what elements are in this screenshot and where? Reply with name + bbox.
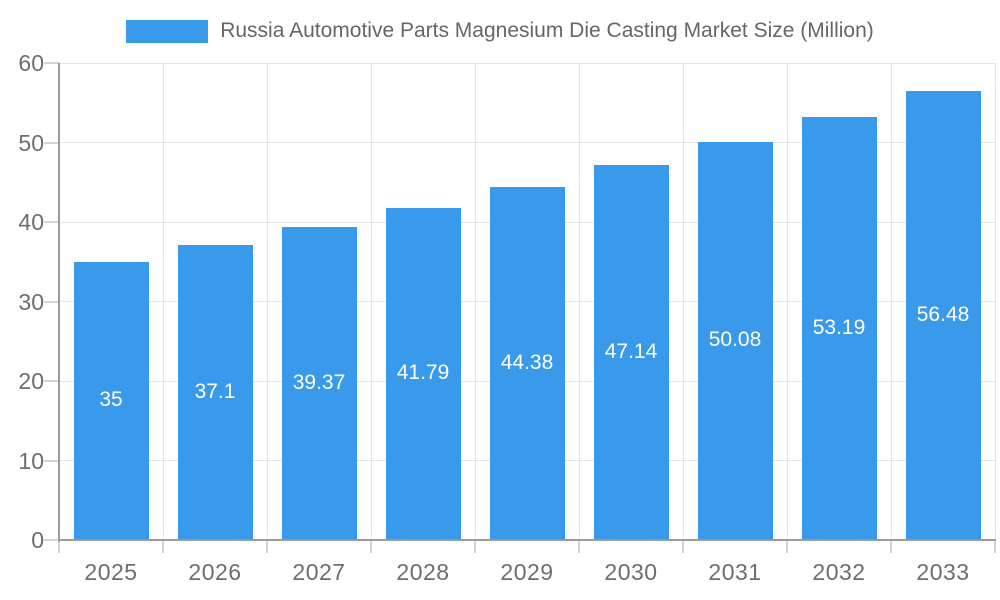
v-gridline	[370, 63, 372, 540]
y-axis-tick	[44, 141, 59, 144]
v-gridline	[474, 63, 476, 540]
bar-value-label: 50.08	[708, 328, 762, 352]
bar-value-label: 37.1	[194, 380, 236, 404]
legend-swatch	[126, 19, 209, 43]
y-tick-label: 40	[18, 209, 44, 235]
x-axis-tick	[682, 540, 684, 553]
x-tick-label: 2028	[396, 559, 450, 585]
bar-value-label: 41.79	[396, 361, 450, 385]
y-tick-label: 60	[18, 50, 44, 76]
y-tick-label: 10	[18, 447, 44, 474]
h-gridline	[59, 62, 995, 64]
x-tick-label: 2029	[500, 559, 554, 585]
x-tick-label: 2033	[916, 559, 970, 585]
v-gridline	[682, 63, 684, 540]
x-axis-tick	[474, 540, 476, 553]
chart-legend[interactable]: Russia Automotive Parts Magnesium Die Ca…	[0, 19, 1000, 43]
v-gridline	[578, 63, 580, 540]
bar[interactable]: 47.14	[593, 165, 669, 539]
y-axis-tick	[44, 539, 59, 541]
bar-value-label: 53.19	[812, 316, 866, 340]
bar-value-label: 39.37	[292, 370, 346, 394]
y-tick-label: 50	[18, 129, 44, 156]
v-gridline	[786, 63, 788, 540]
x-axis-line	[58, 539, 996, 541]
x-tick-label: 2025	[84, 559, 138, 585]
v-gridline	[162, 63, 164, 540]
bar[interactable]: 44.38	[489, 187, 565, 539]
y-axis-line	[58, 63, 60, 542]
bar-value-label: 35	[99, 388, 123, 412]
v-gridline	[266, 63, 268, 540]
bar[interactable]: 53.19	[801, 117, 877, 539]
bar-value-label: 44.38	[500, 351, 554, 375]
y-tick-label: 20	[18, 368, 44, 394]
x-tick-label: 2031	[708, 559, 762, 585]
bar-value-label: 47.14	[604, 340, 658, 364]
bar[interactable]: 39.37	[281, 227, 357, 539]
x-axis-tick	[786, 540, 788, 553]
x-axis-tick	[578, 540, 580, 553]
x-axis-tick	[994, 540, 996, 553]
x-tick-label: 2027	[292, 559, 346, 585]
x-axis-tick	[890, 540, 892, 553]
x-tick-label: 2026	[188, 559, 242, 585]
x-tick-label: 2030	[604, 559, 658, 585]
y-axis-tick	[44, 221, 59, 223]
x-axis-tick	[162, 540, 164, 553]
bar[interactable]: 35	[73, 261, 149, 539]
legend-label: Russia Automotive Parts Magnesium Die Ca…	[220, 19, 874, 42]
v-gridline	[890, 63, 892, 540]
bar[interactable]: 37.1	[177, 245, 253, 539]
x-tick-label: 2032	[812, 559, 866, 585]
x-axis-tick	[58, 540, 60, 553]
bar[interactable]: 41.79	[385, 207, 461, 539]
y-axis-tick	[44, 62, 59, 64]
y-tick-label: 30	[18, 288, 44, 315]
bar[interactable]: 56.48	[905, 90, 981, 539]
h-gridline	[59, 142, 995, 143]
y-tick-label: 0	[31, 527, 44, 553]
y-axis-tick	[44, 300, 59, 303]
v-gridline	[994, 63, 996, 540]
y-axis-tick	[44, 380, 59, 382]
y-axis-tick	[44, 459, 59, 462]
bar-value-label: 56.48	[916, 302, 970, 326]
bar[interactable]: 50.08	[697, 141, 773, 539]
x-axis-tick	[370, 540, 372, 553]
x-axis-tick	[266, 540, 268, 553]
